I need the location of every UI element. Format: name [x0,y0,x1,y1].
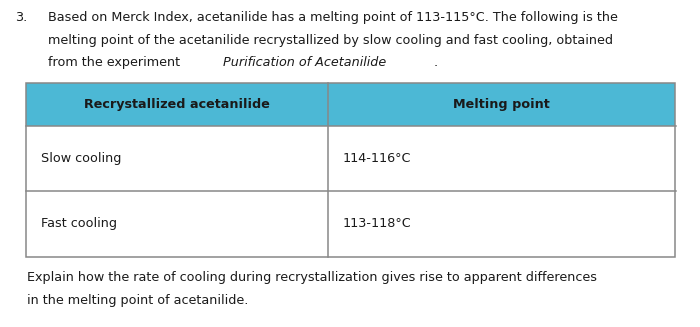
Bar [26,83,675,126]
Text: Purification of Acetanilide: Purification of Acetanilide [223,56,386,69]
Text: Fast cooling: Fast cooling [41,217,118,231]
Bar [26,126,675,191]
Text: Recrystallized acetanilide: Recrystallized acetanilide [84,98,270,111]
Text: 114-116°C: 114-116°C [343,152,412,165]
Text: Based on Merck Index, acetanilide has a melting point of 113-115°C. The followin: Based on Merck Index, acetanilide has a … [48,11,617,25]
Text: from the experiment: from the experiment [48,56,183,69]
Text: in the melting point of acetanilide.: in the melting point of acetanilide. [27,294,248,307]
Text: Slow cooling: Slow cooling [41,152,122,165]
Text: 3.: 3. [15,11,28,25]
Text: .: . [434,56,438,69]
Text: Explain how the rate of cooling during recrystallization gives rise to apparent : Explain how the rate of cooling during r… [27,271,596,284]
Text: Melting point: Melting point [453,98,550,111]
Bar [26,191,675,257]
Text: 113-118°C: 113-118°C [343,217,412,231]
Text: melting point of the acetanilide recrystallized by slow cooling and fast cooling: melting point of the acetanilide recryst… [48,34,612,47]
Bar [26,83,675,257]
